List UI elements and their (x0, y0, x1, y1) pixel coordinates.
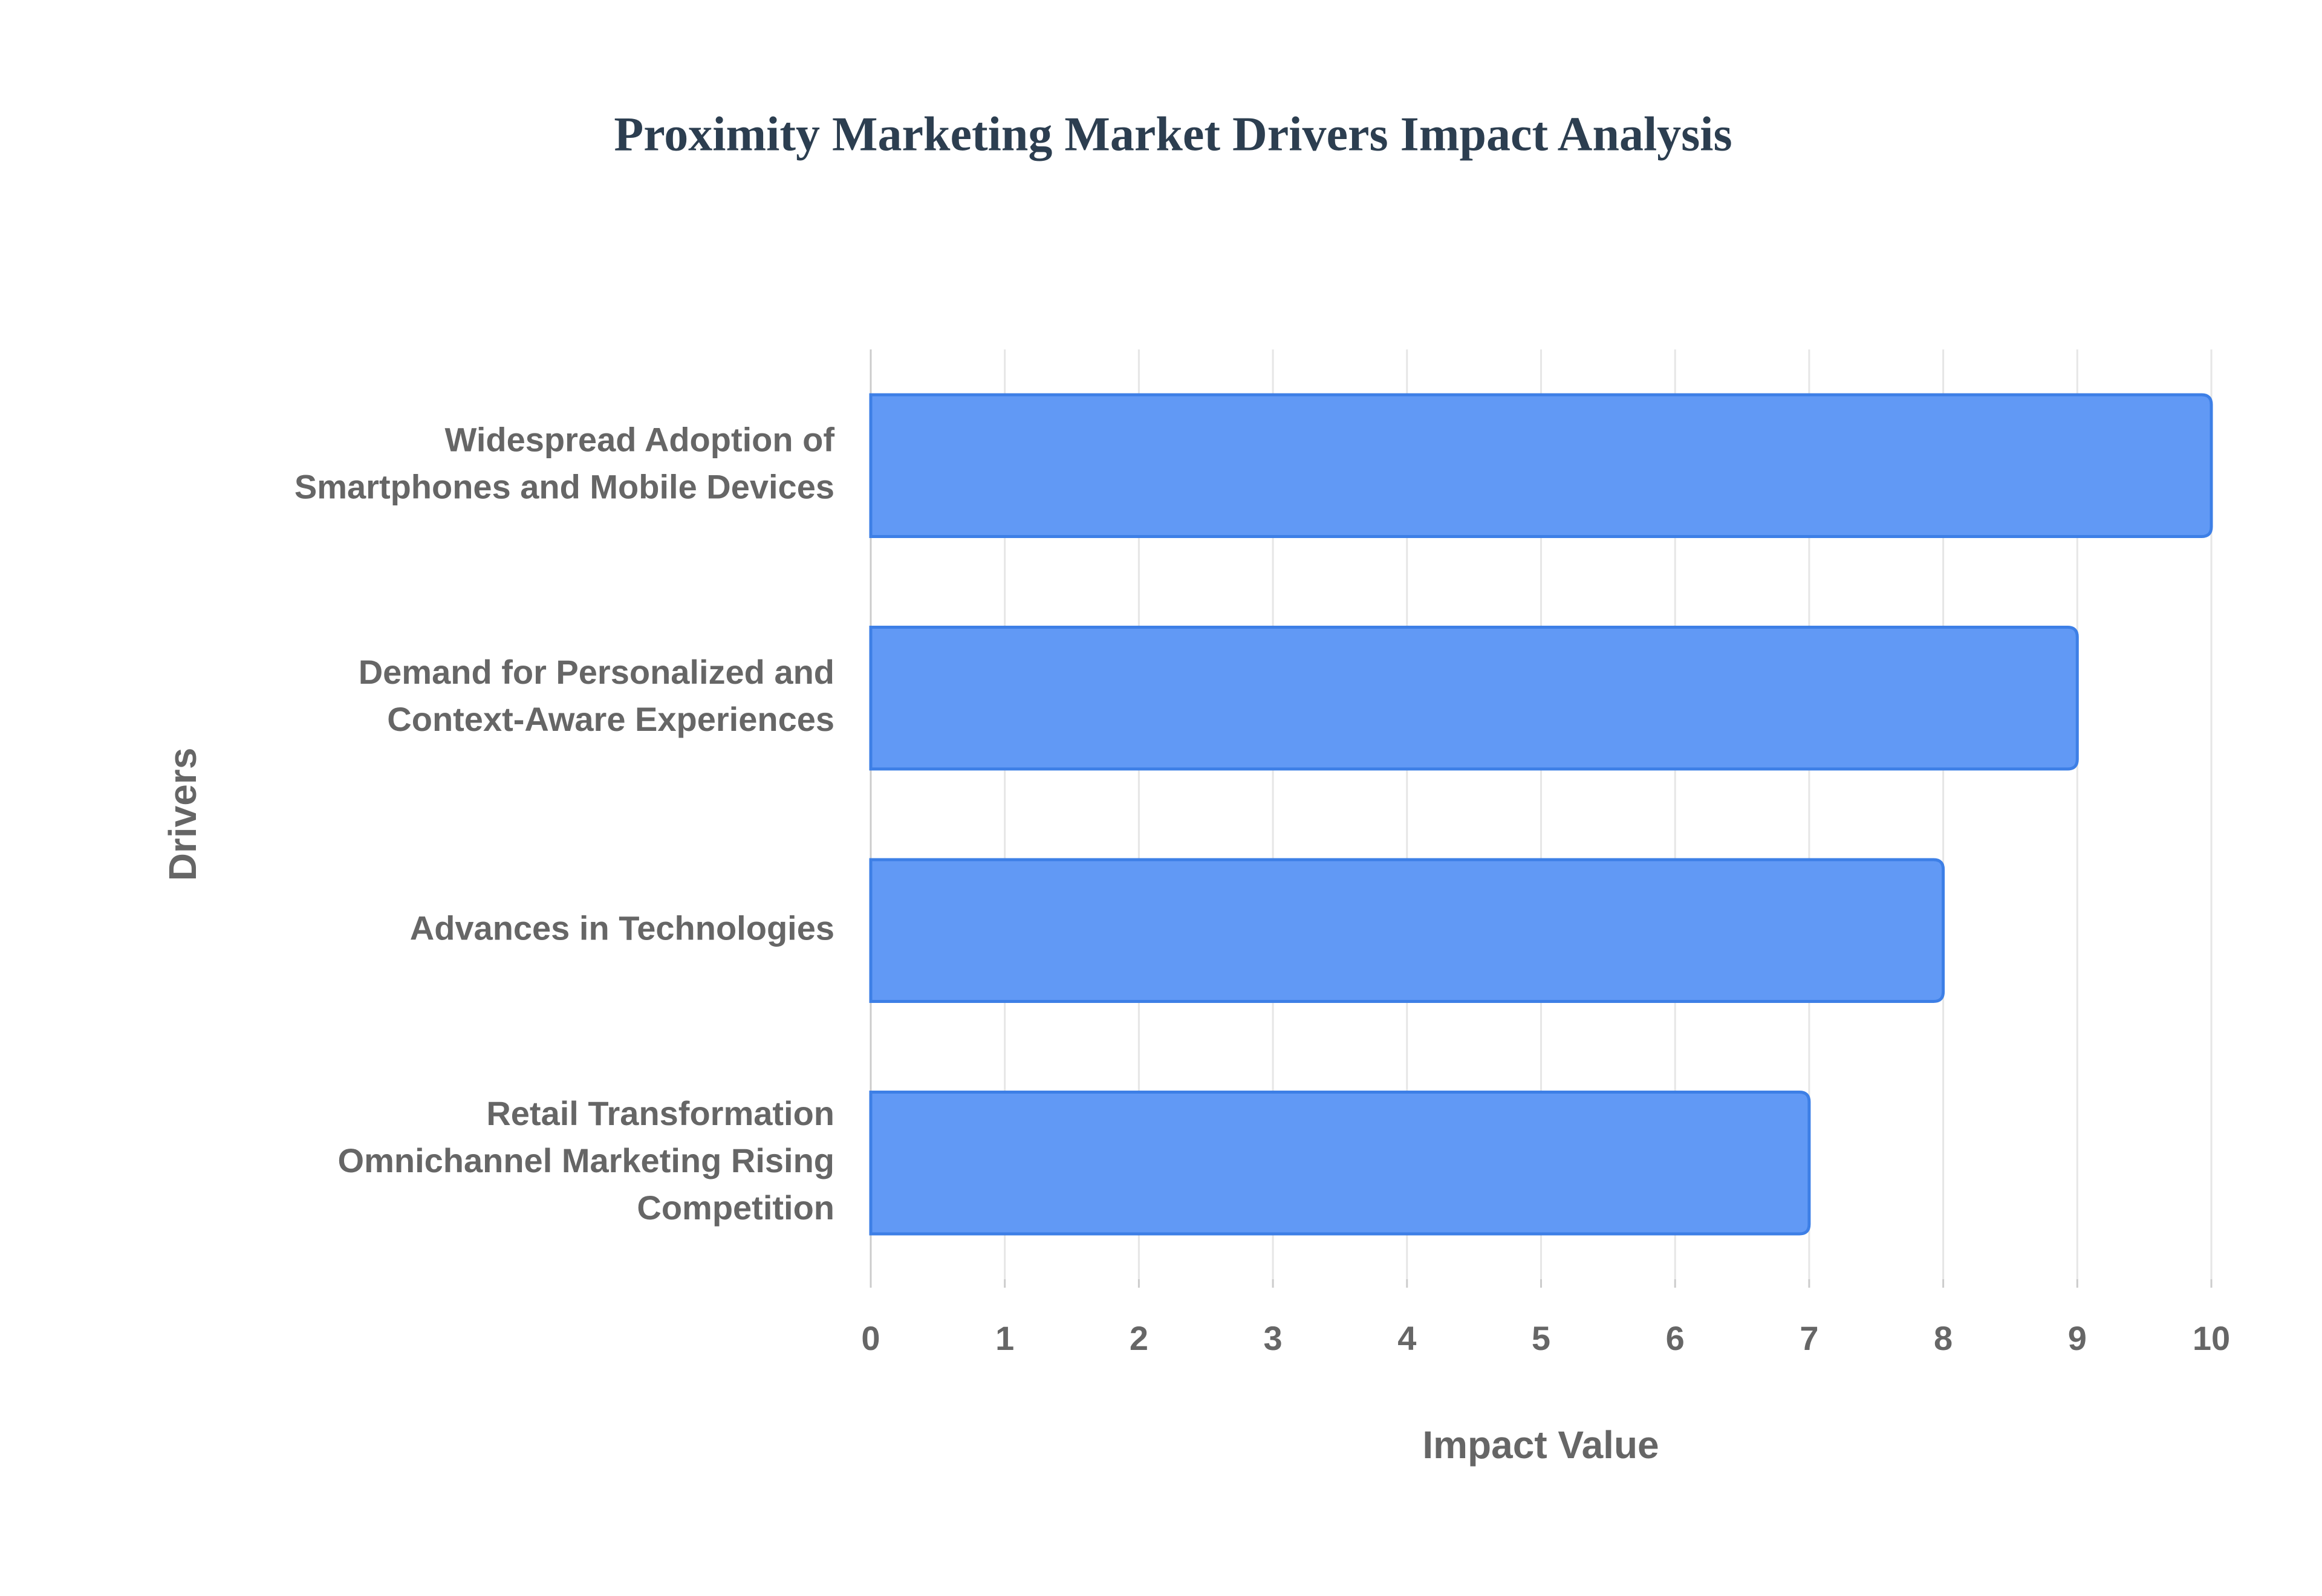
bar (869, 625, 2079, 771)
x-tick-label: 4 (1397, 1319, 1416, 1357)
x-tick-label: 1 (995, 1319, 1014, 1357)
y-tick-label: Demand for Personalized and Context-Aware… (359, 653, 834, 738)
x-tick-label: 3 (1264, 1319, 1283, 1357)
x-tick-label: 2 (1130, 1319, 1148, 1357)
chart-title: Proximity Marketing Market Drivers Impac… (614, 108, 1732, 161)
y-tick-label: Advances in Technologies (410, 909, 834, 947)
x-tick-label: 5 (1532, 1319, 1550, 1357)
x-tick-label: 6 (1666, 1319, 1685, 1357)
y-tick-label: Retail Transformation Omnichannel Marketi… (338, 1094, 834, 1227)
x-tick-label: 9 (2068, 1319, 2087, 1357)
x-tick-label: 8 (1934, 1319, 1953, 1357)
bar (869, 858, 1945, 1004)
bar (869, 1090, 1811, 1236)
x-axis-title: Impact Value (1422, 1423, 1659, 1467)
x-tick-label: 7 (1800, 1319, 1818, 1357)
y-tick-label: Widespread Adoption of Smartphones and Mo… (294, 420, 834, 505)
bar (869, 393, 2213, 539)
x-tick-label: 0 (861, 1319, 880, 1357)
y-axis-title: Drivers (161, 748, 204, 881)
x-tick-label: 10 (2193, 1319, 2230, 1357)
